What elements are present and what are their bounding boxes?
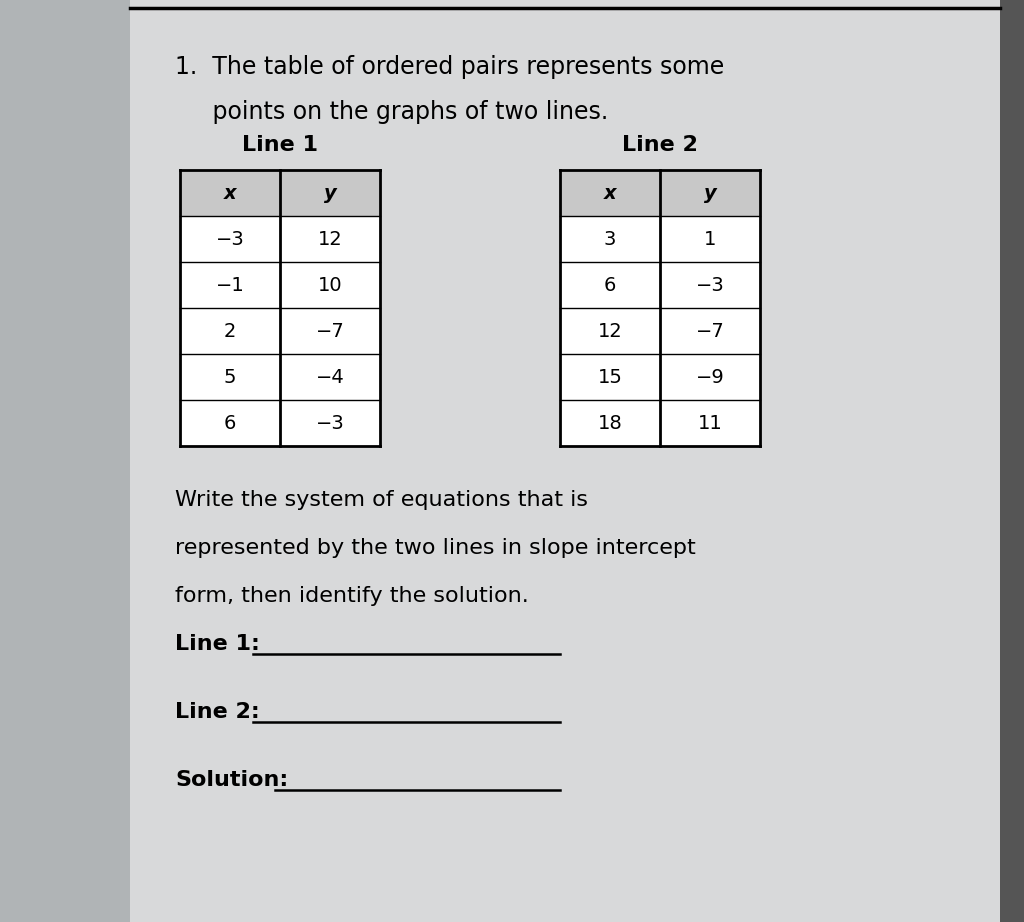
- Text: 10: 10: [317, 276, 342, 294]
- Text: points on the graphs of two lines.: points on the graphs of two lines.: [175, 100, 608, 124]
- Text: x: x: [604, 183, 616, 203]
- Text: Line 1: Line 1: [242, 135, 318, 155]
- Text: 6: 6: [604, 276, 616, 294]
- Text: −3: −3: [695, 276, 724, 294]
- Text: −3: −3: [216, 230, 245, 249]
- Text: form, then identify the solution.: form, then identify the solution.: [175, 586, 528, 606]
- Text: −7: −7: [315, 322, 344, 340]
- Bar: [180, 170, 380, 446]
- Text: represented by the two lines in slope intercept: represented by the two lines in slope in…: [175, 538, 695, 558]
- Bar: [560, 170, 760, 216]
- Text: 1.  The table of ordered pairs represents some: 1. The table of ordered pairs represents…: [175, 55, 724, 79]
- Text: 1: 1: [703, 230, 716, 249]
- Text: Line 1:: Line 1:: [175, 634, 260, 654]
- Bar: [0, 0, 130, 922]
- Bar: [560, 170, 760, 446]
- Text: 18: 18: [598, 413, 623, 432]
- Text: Solution:: Solution:: [175, 770, 288, 790]
- Bar: [180, 170, 380, 216]
- Text: −3: −3: [315, 413, 344, 432]
- Text: −4: −4: [315, 368, 344, 386]
- Text: −9: −9: [695, 368, 724, 386]
- Text: 15: 15: [598, 368, 623, 386]
- Text: Write the system of equations that is: Write the system of equations that is: [175, 490, 588, 510]
- Text: 3: 3: [604, 230, 616, 249]
- Text: 6: 6: [224, 413, 237, 432]
- Text: −1: −1: [216, 276, 245, 294]
- Text: y: y: [324, 183, 336, 203]
- Text: Line 2: Line 2: [622, 135, 698, 155]
- Text: Line 2:: Line 2:: [175, 702, 260, 722]
- Text: y: y: [703, 183, 717, 203]
- Text: −7: −7: [695, 322, 724, 340]
- Text: 12: 12: [317, 230, 342, 249]
- Bar: [130, 0, 1000, 922]
- Text: 5: 5: [224, 368, 237, 386]
- Text: 2: 2: [224, 322, 237, 340]
- Text: x: x: [223, 183, 237, 203]
- Text: 11: 11: [697, 413, 722, 432]
- Text: 12: 12: [598, 322, 623, 340]
- Bar: [1000, 0, 1024, 922]
